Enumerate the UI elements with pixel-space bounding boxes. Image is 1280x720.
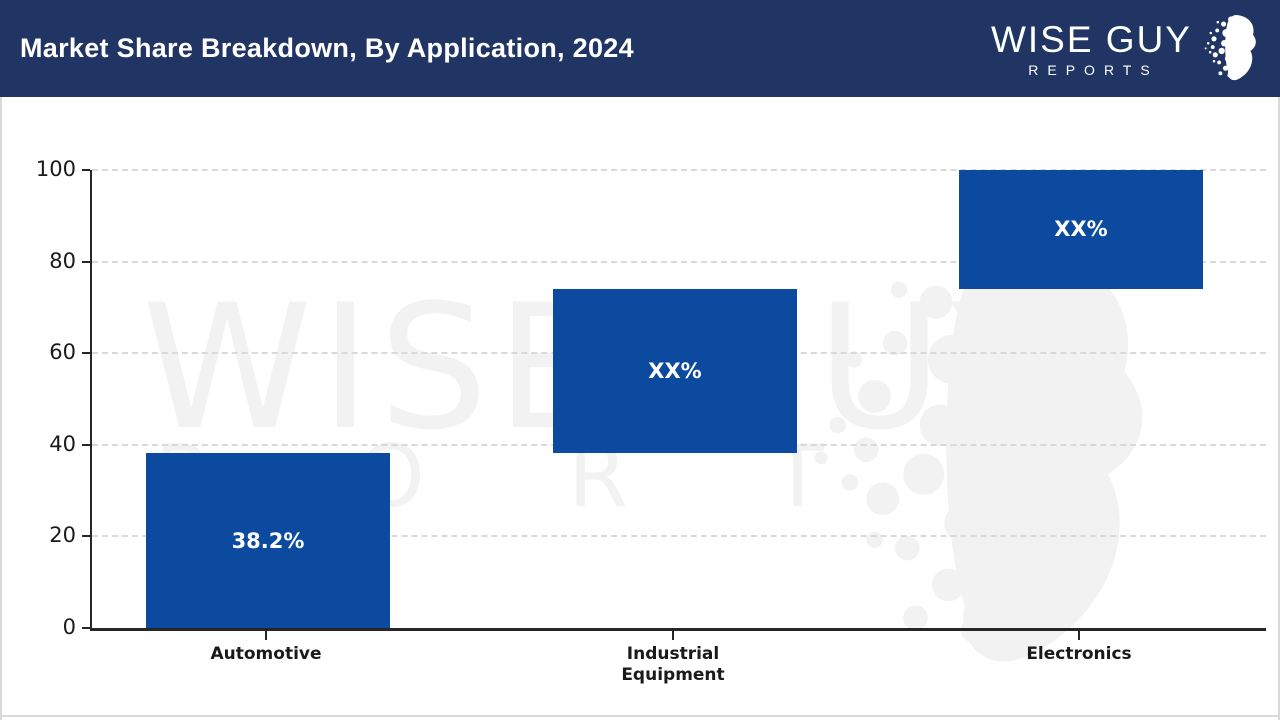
bar-value-label-automotive: 38.2% bbox=[231, 528, 305, 553]
bar-industrial-equipment: XX% bbox=[553, 288, 797, 454]
header-bar: Market Share Breakdown, By Application, … bbox=[0, 0, 1280, 97]
y-tick-label-60: 60 bbox=[49, 340, 76, 365]
y-tick-label-100: 100 bbox=[35, 157, 76, 181]
y-tick-label-40: 40 bbox=[49, 431, 76, 456]
brand-face-icon bbox=[1204, 14, 1256, 80]
y-tick-mark-100 bbox=[82, 169, 90, 171]
bar-value-label-industrial-equipment: XX% bbox=[648, 358, 702, 383]
y-tick-mark-40 bbox=[82, 443, 90, 446]
brand-subtitle: REPORTS bbox=[1028, 61, 1159, 78]
y-tick-label-20: 20 bbox=[49, 523, 76, 548]
chart-canvas: WISE GUY R O R T S 38.2% XX% XX% 0 20 40 60 80… bbox=[0, 97, 1280, 720]
page-title: Market Share Breakdown, By Application, … bbox=[20, 33, 634, 63]
bottom-border-line bbox=[2, 715, 1278, 717]
brand-logo: WISE GUY REPORTS bbox=[991, 10, 1280, 88]
x-tick-mark-industrial-equipment bbox=[672, 631, 674, 640]
y-tick-mark-0 bbox=[82, 627, 90, 629]
bar-electronics: XX% bbox=[959, 170, 1203, 289]
x-axis-label-automotive: Automotive bbox=[210, 644, 322, 664]
x-tick-mark-electronics bbox=[1078, 631, 1080, 640]
y-tick-mark-60 bbox=[82, 352, 90, 355]
gridline-80 bbox=[92, 260, 1266, 263]
y-tick-label-80: 80 bbox=[49, 248, 76, 273]
bar-value-label-electronics: XX% bbox=[1054, 217, 1108, 242]
y-tick-mark-20 bbox=[82, 535, 90, 538]
gridline-20 bbox=[92, 535, 1266, 538]
brand-name: WISE GUY bbox=[990, 18, 1192, 60]
y-tick-mark-80 bbox=[82, 260, 90, 263]
plot-area: 38.2% XX% XX% bbox=[90, 169, 1266, 631]
brand-logo-text: WISE GUY REPORTS bbox=[991, 21, 1192, 77]
x-axis-label-industrial-equipment: Industrial Equipment bbox=[621, 644, 725, 685]
y-tick-label-0: 0 bbox=[62, 615, 76, 639]
bar-automotive: 38.2% bbox=[146, 453, 390, 628]
x-tick-mark-automotive bbox=[265, 631, 267, 640]
gridline-100 bbox=[92, 169, 1266, 171]
x-axis-label-electronics: Electronics bbox=[1026, 644, 1132, 664]
